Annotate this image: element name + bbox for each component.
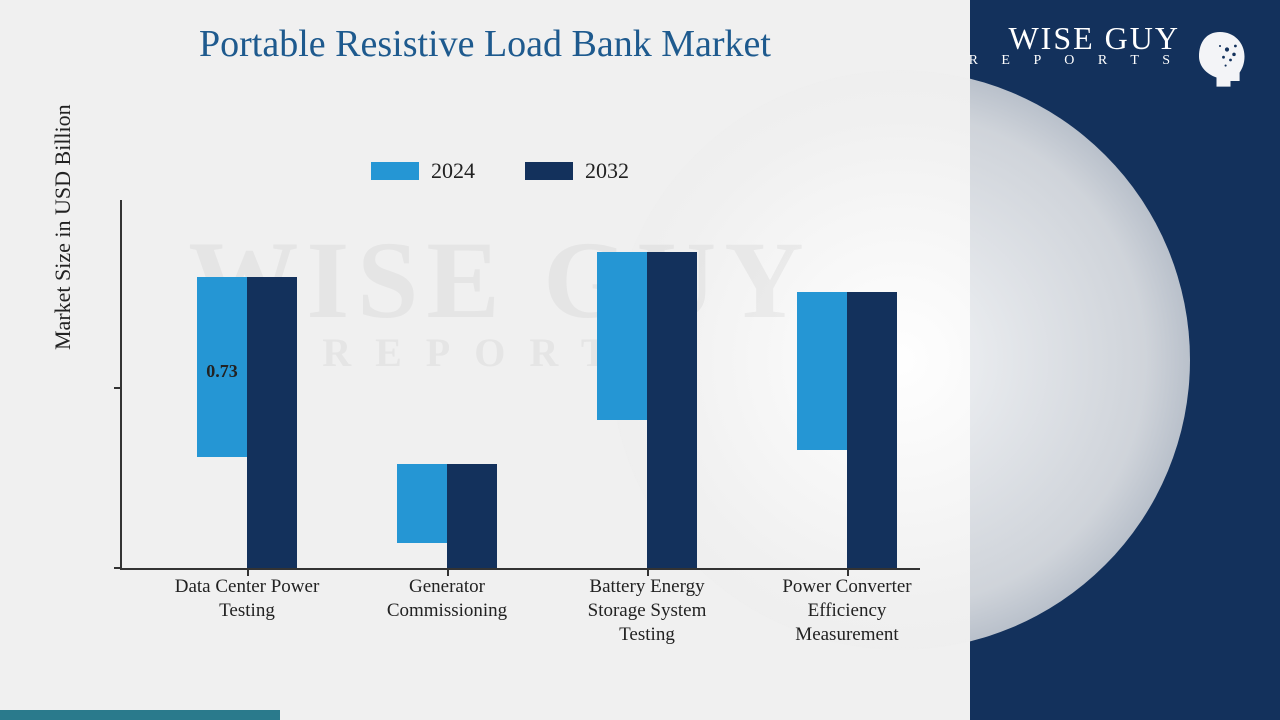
plot-area: Data Center Power TestingGenerator Commi… — [120, 200, 920, 570]
logo-sub: R E P O R T S — [969, 53, 1180, 69]
x-axis-label: Data Center Power Testing — [172, 575, 322, 623]
legend-item-2024: 2024 — [371, 158, 475, 184]
chart-container: Market Size in USD Billion 2024 2032 Dat… — [60, 150, 940, 700]
bar — [797, 292, 847, 450]
y-tick — [114, 387, 122, 389]
bar — [597, 252, 647, 420]
y-tick — [114, 567, 122, 569]
bar-group — [577, 252, 717, 568]
legend-swatch-2032 — [525, 162, 573, 180]
bottom-accent-bar — [0, 710, 280, 720]
legend: 2024 2032 — [371, 158, 629, 184]
legend-swatch-2024 — [371, 162, 419, 180]
bar — [447, 464, 497, 568]
logo: WISE GUY R E P O R T S — [969, 20, 1250, 69]
logo-main: WISE GUY — [969, 20, 1180, 57]
bar — [647, 252, 697, 568]
bar-group — [177, 277, 317, 568]
legend-label-2024: 2024 — [431, 158, 475, 184]
legend-item-2032: 2032 — [525, 158, 629, 184]
bar — [397, 464, 447, 543]
legend-label-2032: 2032 — [585, 158, 629, 184]
chart-title: Portable Resistive Load Bank Market — [0, 22, 970, 66]
x-axis-label: Generator Commissioning — [372, 575, 522, 623]
x-axis-label: Power Converter Efficiency Measurement — [772, 575, 922, 646]
bar — [247, 277, 297, 568]
logo-head-icon — [1185, 25, 1255, 95]
bar-group — [777, 292, 917, 568]
y-axis-label: Market Size in USD Billion — [50, 104, 76, 350]
bar-group — [377, 464, 517, 568]
x-axis-label: Battery Energy Storage System Testing — [572, 575, 722, 646]
bar — [847, 292, 897, 568]
bar-value-label: 0.73 — [206, 361, 238, 382]
